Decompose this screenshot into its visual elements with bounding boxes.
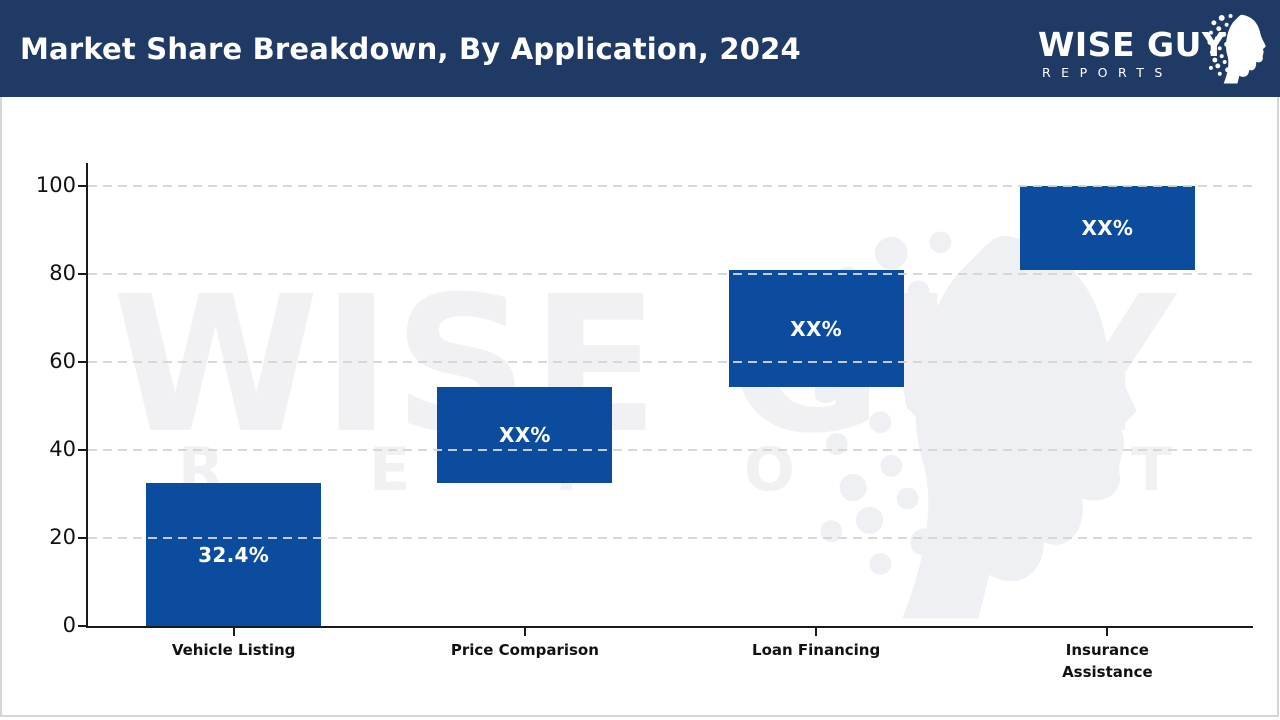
- bar-vehicle-listing: 32.4%: [146, 483, 322, 626]
- x-tick-mark: [232, 628, 235, 636]
- gridline: [88, 273, 1253, 275]
- x-category-label: Loan Financing: [752, 641, 881, 659]
- x-category-label: Vehicle Listing: [171, 641, 296, 659]
- bar-loan-financing: XX%: [728, 270, 904, 388]
- page-title: Market Share Breakdown, By Application, …: [20, 31, 801, 66]
- y-tick-mark: [78, 537, 87, 539]
- x-tick-mark: [815, 628, 818, 636]
- y-tick-label: 60: [49, 349, 76, 373]
- bar-value-label: 32.4%: [198, 542, 270, 567]
- y-tick-label: 20: [49, 525, 76, 549]
- chart-area: 0 20 40 60 80 100 32.4% Vehicle Listing XX% Price…: [0, 97, 1280, 720]
- gridline: [88, 361, 1253, 363]
- y-axis-line: [86, 163, 88, 628]
- y-tick-mark: [78, 625, 87, 627]
- gridline: [88, 537, 1253, 539]
- logo-brand-text: WISE GUY: [1038, 25, 1227, 64]
- x-tick-mark: [523, 628, 526, 636]
- y-tick-mark: [78, 449, 87, 451]
- bar-value-label: XX%: [1081, 216, 1134, 241]
- y-tick-mark: [78, 185, 87, 187]
- wise-guy-logo: WISE GUY REPORTS: [1038, 13, 1266, 84]
- y-tick-mark: [78, 361, 87, 363]
- bar-insurance-assistance: XX%: [1019, 186, 1195, 271]
- logo-tagline-text: REPORTS: [1042, 65, 1173, 80]
- x-category-label: Price Comparison: [450, 641, 599, 659]
- x-tick-mark: [1106, 628, 1109, 636]
- header-bar: Market Share Breakdown, By Application, …: [0, 0, 1280, 97]
- gridline: [88, 449, 1253, 451]
- y-tick-label: 100: [35, 173, 76, 197]
- y-tick-label: 0: [62, 613, 76, 637]
- y-tick-label: 40: [49, 437, 76, 461]
- y-tick-mark: [78, 273, 87, 275]
- bar-value-label: XX%: [790, 316, 843, 341]
- x-axis-line: [86, 626, 1253, 628]
- bar-value-label: XX%: [498, 423, 551, 448]
- y-tick-label: 80: [49, 261, 76, 285]
- bar-price-comparison: XX%: [437, 387, 613, 484]
- gridline: [88, 185, 1253, 187]
- x-category-label: Insurance Assistance: [1062, 641, 1153, 681]
